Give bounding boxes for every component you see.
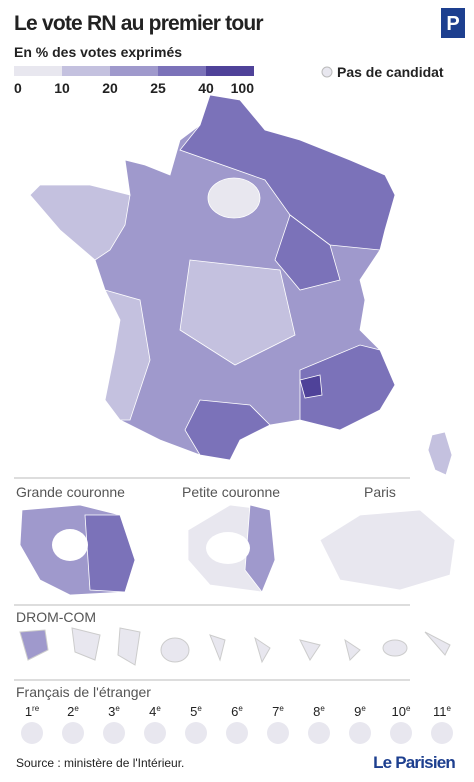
etranger-number: 9 xyxy=(354,704,361,719)
etranger-number: 11 xyxy=(433,704,447,719)
etranger-circle xyxy=(144,722,166,744)
etranger-circle xyxy=(349,722,371,744)
etranger-number: 2 xyxy=(67,704,74,719)
etranger-circle xyxy=(267,722,289,744)
etranger-number: 4 xyxy=(149,704,156,719)
subtitle: En % des votes exprimés xyxy=(14,44,182,60)
etranger-circles: 1re 2e 3e 4e 5e 6e 7e 8e 9e 10e 11e xyxy=(21,704,453,744)
legend-tick-label: 100 xyxy=(231,80,255,96)
logo: P xyxy=(446,13,459,35)
logo-box xyxy=(441,8,465,38)
section-label: DROM-COM xyxy=(16,609,96,625)
etranger-suffix: e xyxy=(361,704,366,713)
legend-tick-label: 0 xyxy=(14,80,22,96)
section-label: Français de l'étranger xyxy=(16,684,151,700)
legend-bin xyxy=(14,66,62,76)
no-candidate-label: Pas de candidat xyxy=(337,64,444,80)
no-candidate-swatch xyxy=(321,66,333,78)
etranger-number: 10 xyxy=(392,704,406,719)
etranger-number: 1 xyxy=(25,704,32,719)
etranger-circle xyxy=(185,722,207,744)
etranger-suffix: e xyxy=(406,704,411,713)
legend-bin xyxy=(62,66,110,76)
etranger-suffix: e xyxy=(115,704,120,713)
france-map xyxy=(29,94,453,476)
legend-tick-label: 10 xyxy=(54,80,70,96)
section-label: Petite couronne xyxy=(182,484,280,500)
etranger-label: 3e xyxy=(108,704,120,719)
etranger-suffix: e xyxy=(447,704,452,713)
etranger-suffix: e xyxy=(238,704,243,713)
legend-bin xyxy=(206,66,254,76)
inset-maps xyxy=(19,504,456,596)
etranger-label: 9e xyxy=(354,704,366,719)
etranger-label: 5e xyxy=(190,704,202,719)
etranger-label: 11e xyxy=(433,704,452,719)
etranger-circle xyxy=(390,722,412,744)
etranger-suffix: e xyxy=(279,704,284,713)
etranger-suffix: e xyxy=(74,704,79,713)
etranger-circle xyxy=(62,722,84,744)
etranger-circle xyxy=(103,722,125,744)
etranger-number: 8 xyxy=(313,704,320,719)
etranger-label: 10e xyxy=(392,704,411,719)
source: Source : ministère de l'Intérieur. xyxy=(16,756,184,770)
etranger-number: 6 xyxy=(231,704,238,719)
etranger-label: 2e xyxy=(67,704,79,719)
legend: 0 10 20 25 40 100 xyxy=(14,66,254,96)
etranger-label: 7e xyxy=(272,704,284,719)
etranger-label: 6e xyxy=(231,704,243,719)
etranger-number: 3 xyxy=(108,704,115,719)
etranger-circle xyxy=(21,722,43,744)
etranger-label: 4e xyxy=(149,704,161,719)
legend-tick-label: 20 xyxy=(102,80,118,96)
legend-bin xyxy=(158,66,206,76)
etranger-label: 1re xyxy=(25,704,40,719)
etranger-label: 8e xyxy=(313,704,325,719)
section-label: Grande couronne xyxy=(16,484,125,500)
drom-com-maps xyxy=(19,627,451,666)
legend-tick-label: 25 xyxy=(150,80,166,96)
legend-tick-label: 40 xyxy=(198,80,214,96)
section-label: Paris xyxy=(364,484,396,500)
title: Le vote RN au premier tour xyxy=(14,12,263,35)
etranger-suffix: e xyxy=(197,704,202,713)
etranger-number: 7 xyxy=(272,704,279,719)
brand: Le Parisien xyxy=(373,753,455,772)
etranger-number: 5 xyxy=(190,704,197,719)
etranger-suffix: e xyxy=(320,704,325,713)
etranger-circle xyxy=(431,722,453,744)
etranger-suffix: re xyxy=(32,704,40,713)
etranger-circle xyxy=(308,722,330,744)
legend-bin xyxy=(110,66,158,76)
etranger-suffix: e xyxy=(156,704,161,713)
etranger-circle xyxy=(226,722,248,744)
